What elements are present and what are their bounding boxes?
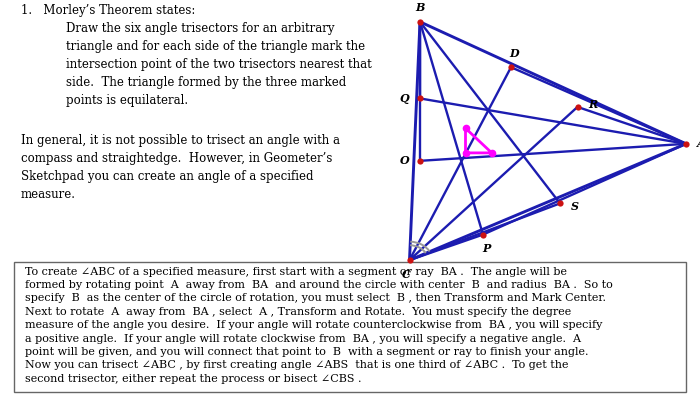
Text: S: S (570, 201, 578, 212)
Text: 1.   Morley’s Theorem states:: 1. Morley’s Theorem states: (21, 4, 195, 17)
Text: O: O (400, 155, 410, 166)
Text: P: P (482, 243, 491, 254)
Text: D: D (510, 48, 519, 59)
Text: Draw the six angle trisectors for an arbitrary
triangle and for each side of the: Draw the six angle trisectors for an arb… (66, 22, 372, 107)
Text: To create ∠ABC of a specified measure, first start with a segment or ray  BA .  : To create ∠ABC of a specified measure, f… (25, 267, 612, 384)
Text: R: R (588, 98, 597, 110)
Text: Q: Q (400, 93, 410, 104)
Text: A: A (696, 138, 700, 149)
Text: In general, it is not possible to trisect an angle with a
compass and straighted: In general, it is not possible to trisec… (21, 134, 340, 201)
Text: C: C (402, 269, 410, 280)
Text: B: B (415, 2, 425, 13)
